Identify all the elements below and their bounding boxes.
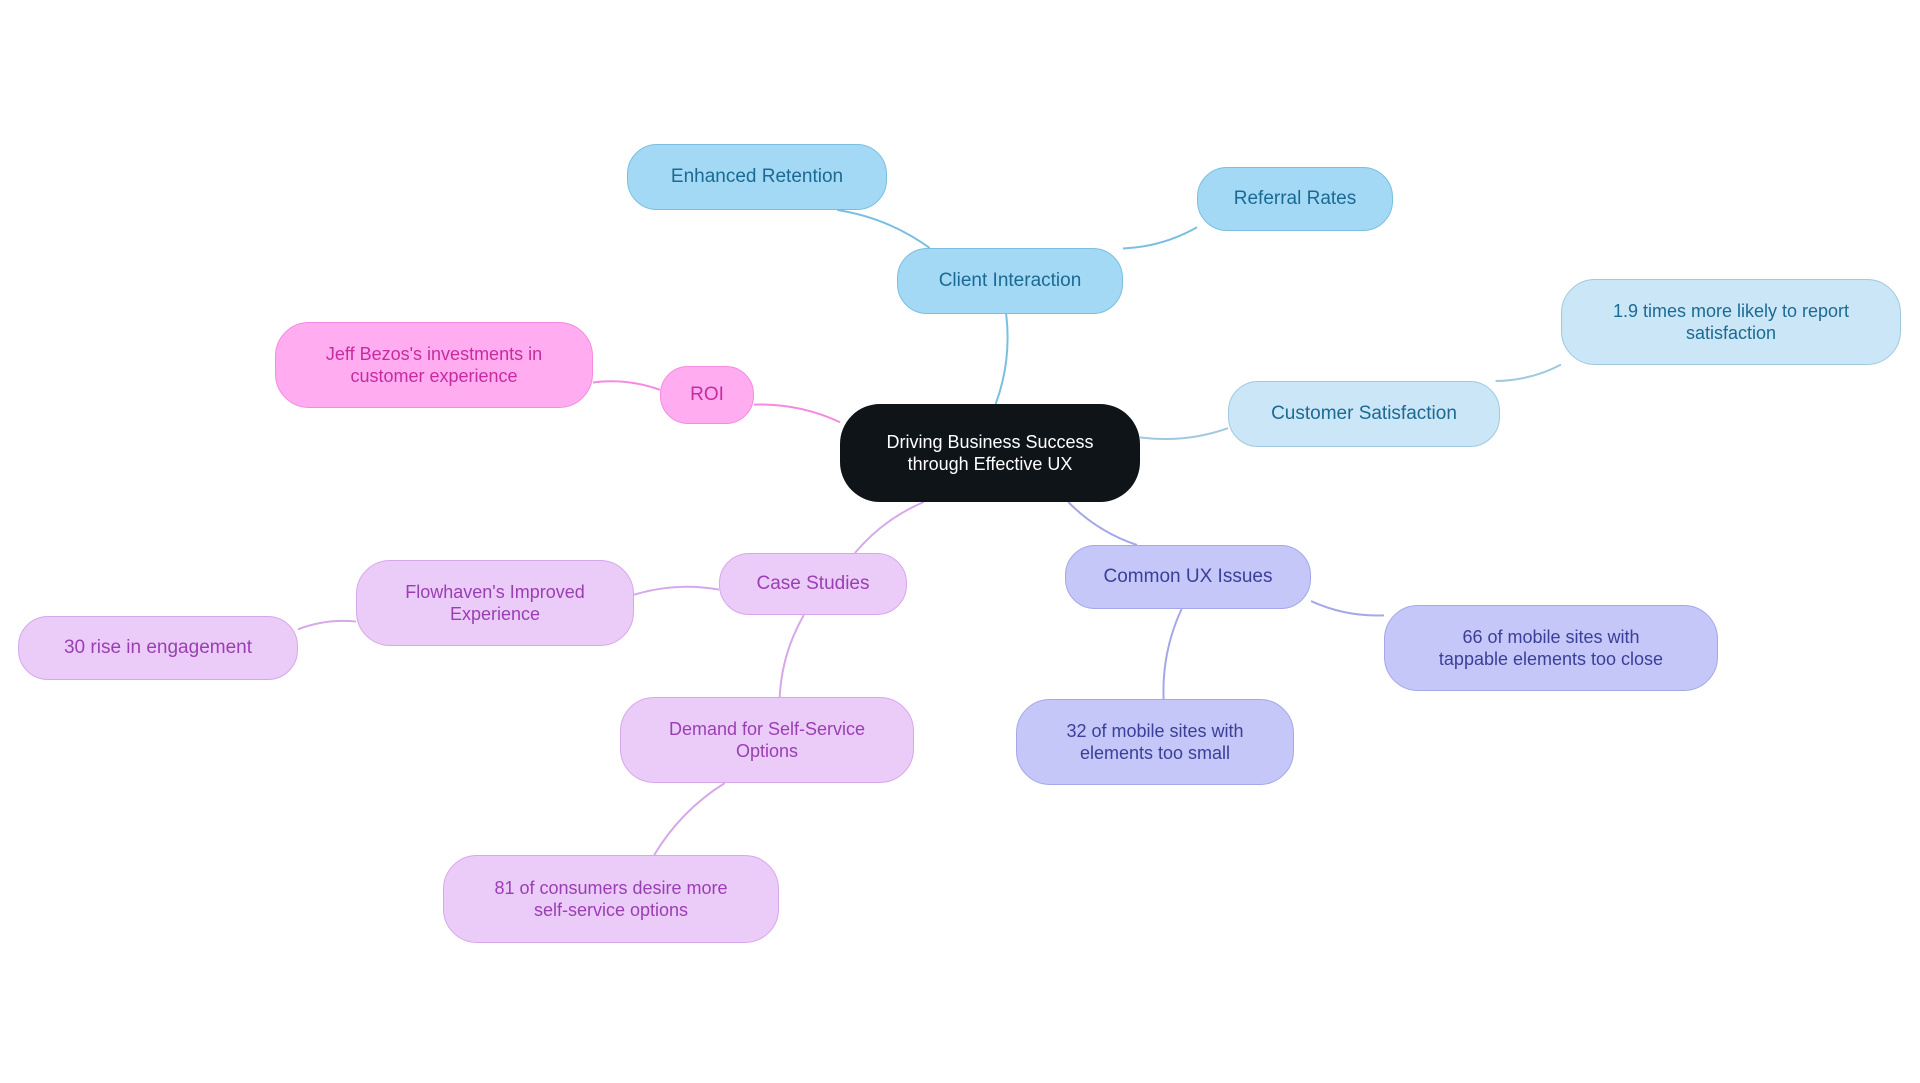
node-satisfaction-stat: 1.9 times more likely to report satisfac… xyxy=(1561,279,1901,365)
node-flowhaven: Flowhaven's Improved Experience xyxy=(356,560,634,646)
edge-roi-bezos xyxy=(593,381,660,390)
edges-layer xyxy=(0,0,1920,1083)
node-label: Driving Business Success through Effecti… xyxy=(886,431,1093,476)
node-common-ux-issues: Common UX Issues xyxy=(1065,545,1311,609)
node-label: 30 rise in engagement xyxy=(64,636,252,660)
node-label: 81 of consumers desire more self-service… xyxy=(494,877,727,922)
node-self-service-demand: Demand for Self-Service Options xyxy=(620,697,914,783)
edge-root-common-ux-issues xyxy=(1068,502,1137,545)
edge-root-roi xyxy=(754,405,840,423)
edge-root-case-studies xyxy=(855,502,924,553)
node-engagement-rise: 30 rise in engagement xyxy=(18,616,298,680)
node-roi: ROI xyxy=(660,366,754,424)
node-label: Demand for Self-Service Options xyxy=(669,718,865,763)
edge-case-studies-flowhaven xyxy=(634,587,719,595)
node-sites-too-small: 32 of mobile sites with elements too sma… xyxy=(1016,699,1294,785)
node-label: Common UX Issues xyxy=(1104,565,1273,589)
node-label: Enhanced Retention xyxy=(671,165,843,189)
edge-root-customer-satisfaction xyxy=(1140,428,1228,439)
node-label: ROI xyxy=(690,383,724,407)
edge-customer-satisfaction-satisfaction-stat xyxy=(1496,365,1561,381)
node-label: 66 of mobile sites with tappable element… xyxy=(1439,626,1663,671)
node-label: Customer Satisfaction xyxy=(1271,402,1457,426)
node-label: Client Interaction xyxy=(939,269,1082,293)
node-enhanced-retention: Enhanced Retention xyxy=(627,144,887,210)
node-sites-too-close: 66 of mobile sites with tappable element… xyxy=(1384,605,1718,691)
node-self-service-stat: 81 of consumers desire more self-service… xyxy=(443,855,779,943)
node-label: Flowhaven's Improved Experience xyxy=(405,581,585,626)
node-referral-rates: Referral Rates xyxy=(1197,167,1393,231)
edge-self-service-demand-self-service-stat xyxy=(654,783,725,855)
mindmap-canvas: Driving Business Success through Effecti… xyxy=(0,0,1920,1083)
node-bezos: Jeff Bezos's investments in customer exp… xyxy=(275,322,593,408)
node-case-studies: Case Studies xyxy=(719,553,907,615)
node-root: Driving Business Success through Effecti… xyxy=(840,404,1140,502)
node-label: 1.9 times more likely to report satisfac… xyxy=(1613,300,1849,345)
node-label: Jeff Bezos's investments in customer exp… xyxy=(326,343,542,388)
node-label: 32 of mobile sites with elements too sma… xyxy=(1066,720,1243,765)
edge-case-studies-self-service-demand xyxy=(780,615,804,697)
edge-flowhaven-engagement-rise xyxy=(298,621,356,629)
edge-common-ux-issues-sites-too-small xyxy=(1163,609,1181,699)
edge-client-interaction-enhanced-retention xyxy=(837,210,929,248)
edge-client-interaction-referral-rates xyxy=(1123,227,1197,248)
edge-common-ux-issues-sites-too-close xyxy=(1311,601,1384,615)
edge-root-client-interaction xyxy=(996,314,1008,404)
node-customer-satisfaction: Customer Satisfaction xyxy=(1228,381,1500,447)
node-label: Referral Rates xyxy=(1234,187,1357,211)
node-label: Case Studies xyxy=(756,572,869,596)
node-client-interaction: Client Interaction xyxy=(897,248,1123,314)
